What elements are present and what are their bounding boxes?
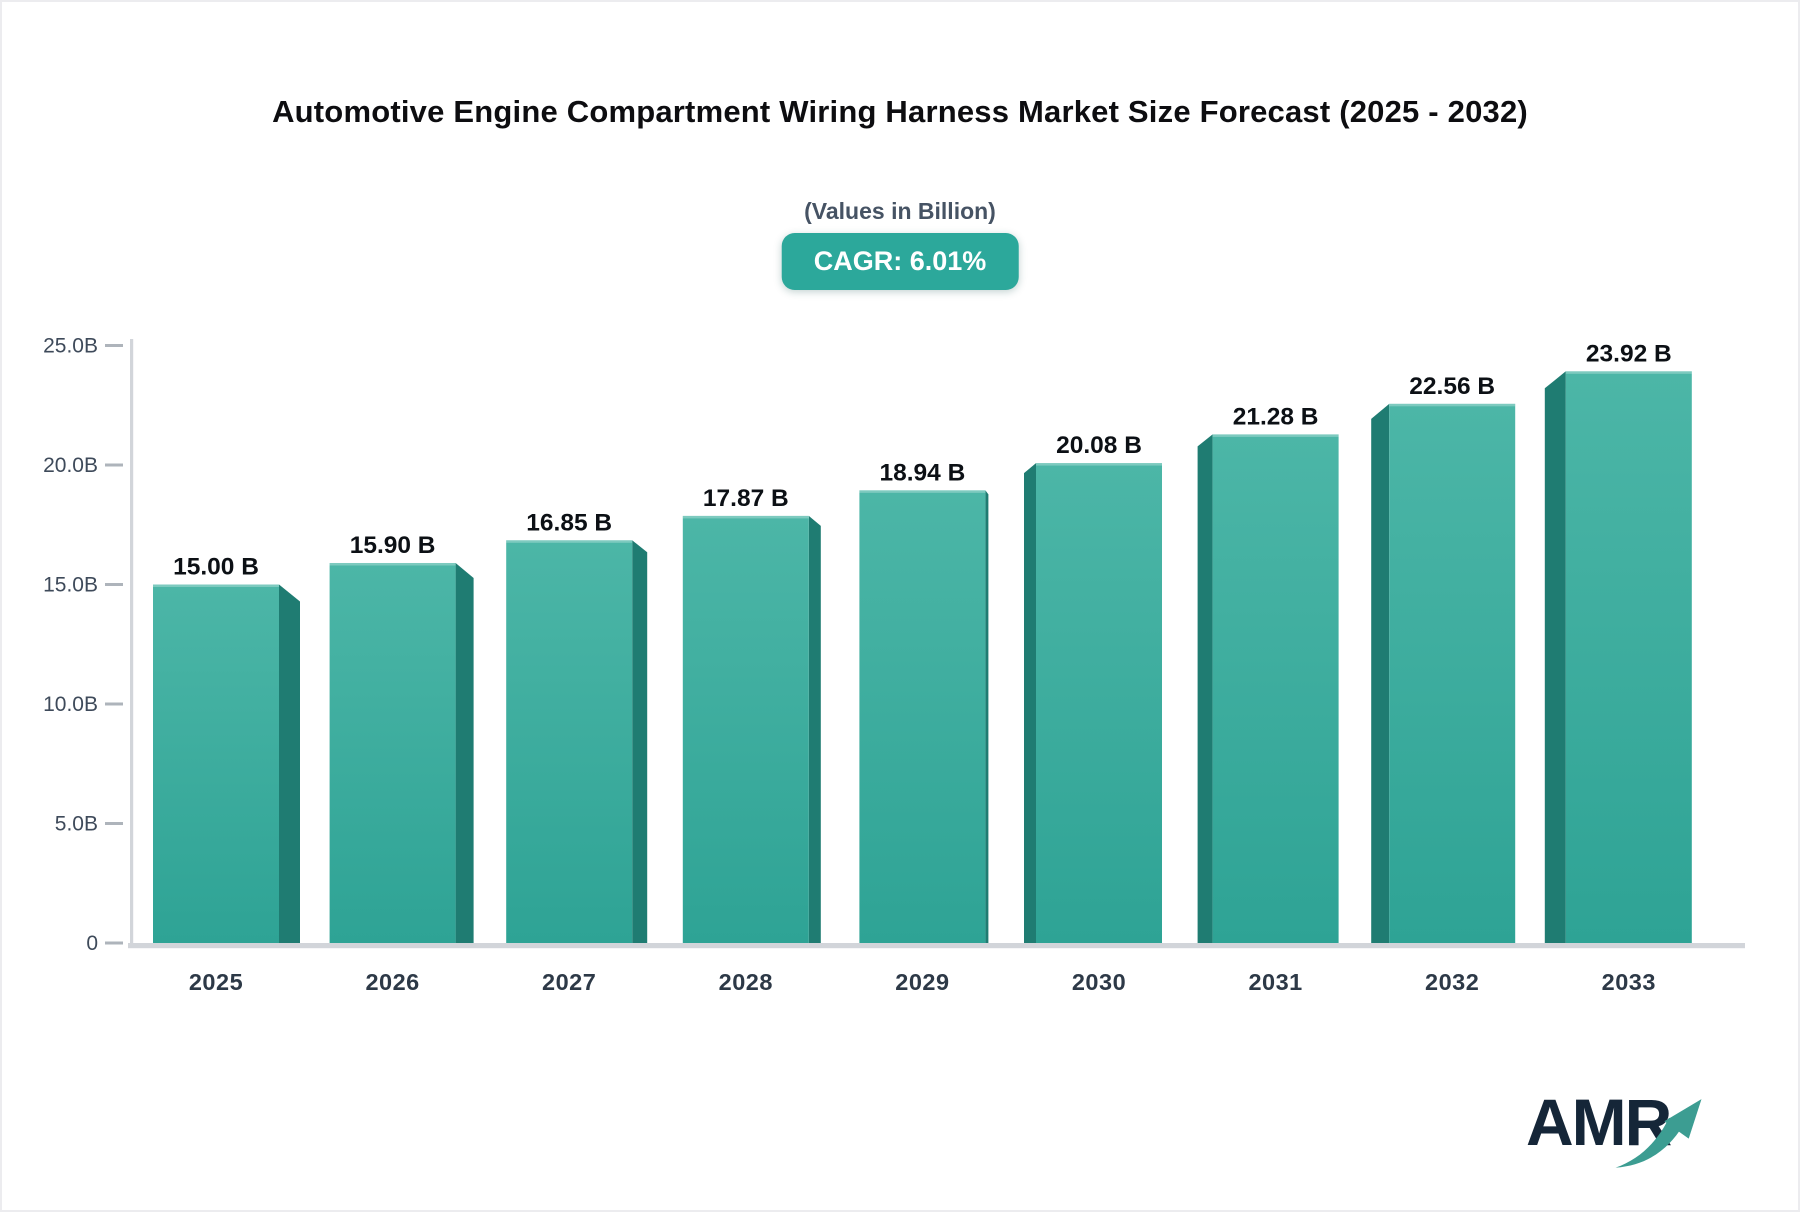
x-tick-label: 2031 xyxy=(1248,969,1302,995)
x-tick-label: 2032 xyxy=(1425,969,1479,995)
bar-side-face xyxy=(279,584,300,943)
bar xyxy=(506,540,633,943)
bar-side-face xyxy=(1544,371,1566,943)
y-tick-label: 5.0B xyxy=(55,813,98,836)
bar-side-face xyxy=(1197,434,1213,943)
logo-arrow-icon xyxy=(1615,1099,1702,1168)
bar xyxy=(1036,463,1162,943)
bar-value-label: 21.28 B xyxy=(1233,403,1319,430)
y-tick-dash xyxy=(105,702,123,706)
y-tick-label: 25.0B xyxy=(43,335,98,358)
bar-group: 21.28 B 2031 xyxy=(1197,403,1339,995)
bar-group: 15.90 B 2026 xyxy=(329,532,474,995)
bar xyxy=(153,584,279,943)
bar-top-highlight xyxy=(1565,371,1692,374)
bar-group: 16.85 B 2027 xyxy=(506,509,648,995)
bar-value-label: 17.87 B xyxy=(703,485,789,512)
bar-side-face xyxy=(632,540,648,943)
bar-group: 18.94 B 2029 xyxy=(859,459,989,995)
bar-side-face xyxy=(808,515,821,943)
y-tick-dash xyxy=(105,583,123,586)
x-tick-label: 2027 xyxy=(542,969,596,995)
bar-group: 22.56 B 2032 xyxy=(1371,373,1516,995)
amr-logo-text: AMR xyxy=(1526,1085,1672,1159)
x-axis-line xyxy=(128,943,1745,949)
bar-group: 20.08 B 2030 xyxy=(1024,432,1162,995)
y-tick-label: 15.0B xyxy=(43,574,98,597)
bar-top-highlight xyxy=(1036,463,1162,466)
bar-top-highlight xyxy=(1212,434,1339,437)
y-tick-dash xyxy=(105,941,123,945)
y-tick-dash xyxy=(105,822,123,825)
bar-value-label: 18.94 B xyxy=(879,459,965,486)
bar xyxy=(1389,403,1516,943)
y-tick-dash xyxy=(105,344,123,347)
bar-value-label: 15.90 B xyxy=(350,532,436,559)
y-tick-label: 0 xyxy=(86,932,98,955)
bar-top-highlight xyxy=(506,540,633,543)
amr-logo: AMR xyxy=(1526,1084,1726,1184)
x-tick-label: 2033 xyxy=(1602,969,1656,995)
y-tick-label: 20.0B xyxy=(43,454,98,477)
bar-value-label: 23.92 B xyxy=(1586,340,1672,367)
y-axis-line xyxy=(130,339,134,948)
bar-value-label: 20.08 B xyxy=(1056,432,1142,459)
bar xyxy=(1565,371,1692,943)
bar-value-label: 15.00 B xyxy=(173,554,259,581)
x-tick-label: 2026 xyxy=(365,969,419,995)
bar xyxy=(682,515,809,943)
bar-group: 17.87 B 2028 xyxy=(682,485,821,995)
bar-side-face xyxy=(1024,463,1036,943)
chart-title: Automotive Engine Compartment Wiring Har… xyxy=(272,94,1528,129)
x-tick-label: 2028 xyxy=(719,969,773,995)
cagr-badge: CAGR: 6.01% xyxy=(781,233,1019,290)
bar xyxy=(859,490,986,943)
bar-top-highlight xyxy=(153,584,279,587)
x-tick-label: 2025 xyxy=(189,969,243,995)
x-tick-label: 2029 xyxy=(895,969,949,995)
bar-side-face xyxy=(985,490,989,943)
bar-top-highlight xyxy=(329,562,456,566)
bar-top-highlight xyxy=(859,490,986,493)
x-tick-label: 2030 xyxy=(1072,969,1126,995)
y-tick-label: 10.0B xyxy=(43,693,98,716)
bar-top-highlight xyxy=(1389,403,1516,407)
bar xyxy=(1212,434,1339,943)
chart-subtitle: (Values in Billion) xyxy=(804,198,996,224)
bar-value-label: 16.85 B xyxy=(526,509,612,536)
bar-side-face xyxy=(1371,403,1390,943)
bar-side-face xyxy=(455,562,474,943)
bar-top-highlight xyxy=(682,515,809,519)
bar-value-label: 22.56 B xyxy=(1409,373,1495,400)
bar xyxy=(329,562,456,943)
bar-group: 15.00 B 2025 xyxy=(153,554,300,995)
y-tick-dash xyxy=(105,463,123,467)
bar-group: 23.92 B 2033 xyxy=(1544,340,1692,995)
